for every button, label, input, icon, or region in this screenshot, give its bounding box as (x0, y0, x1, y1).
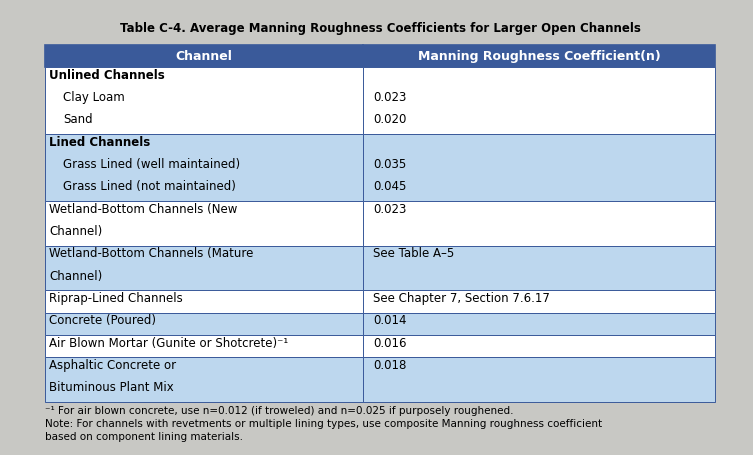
Text: Wetland-Bottom Channels (New: Wetland-Bottom Channels (New (49, 203, 237, 216)
Text: See Table A–5: See Table A–5 (373, 248, 455, 260)
Text: Riprap-Lined Channels: Riprap-Lined Channels (49, 292, 183, 305)
Text: Wetland-Bottom Channels (Mature: Wetland-Bottom Channels (Mature (49, 248, 253, 260)
Text: 0.016: 0.016 (373, 337, 407, 350)
Text: 0.018: 0.018 (373, 359, 407, 372)
Text: based on component lining materials.: based on component lining materials. (45, 432, 243, 442)
Text: Grass Lined (well maintained): Grass Lined (well maintained) (63, 158, 240, 171)
Bar (363, 357, 715, 402)
Bar (363, 45, 715, 67)
Text: Channel: Channel (175, 50, 233, 62)
Text: Concrete (Poured): Concrete (Poured) (49, 314, 156, 328)
Bar (363, 290, 715, 313)
Text: Air Blown Mortar (Gunite or Shotcrete)⁻¹: Air Blown Mortar (Gunite or Shotcrete)⁻¹ (49, 337, 288, 350)
Text: Channel): Channel) (49, 270, 102, 283)
Bar (45, 134, 363, 201)
Text: Table C-4. Average Manning Roughness Coefficients for Larger Open Channels: Table C-4. Average Manning Roughness Coe… (120, 22, 641, 35)
Text: 0.035: 0.035 (373, 158, 407, 171)
Bar (45, 201, 363, 246)
Bar (45, 313, 363, 335)
Text: Lined Channels: Lined Channels (49, 136, 151, 149)
Bar (363, 201, 715, 246)
Text: Asphaltic Concrete or: Asphaltic Concrete or (49, 359, 176, 372)
Bar (45, 67, 363, 134)
Bar (363, 246, 715, 290)
Bar (363, 335, 715, 357)
Text: Note: For channels with revetments or multiple lining types, use composite Manni: Note: For channels with revetments or mu… (45, 419, 602, 429)
Text: ⁻¹ For air blown concrete, use n=0.012 (if troweled) and n=0.025 if purposely ro: ⁻¹ For air blown concrete, use n=0.012 (… (45, 406, 514, 416)
Bar (363, 67, 715, 134)
Bar (45, 45, 363, 67)
Bar (45, 357, 363, 402)
Bar (45, 246, 363, 290)
Text: 0.045: 0.045 (373, 181, 407, 193)
Bar (363, 313, 715, 335)
Bar (45, 290, 363, 313)
Text: Channel): Channel) (49, 225, 102, 238)
Text: Manning Roughness Coefficient(n): Manning Roughness Coefficient(n) (418, 50, 660, 62)
Text: Sand: Sand (63, 113, 93, 126)
Text: 0.023: 0.023 (373, 203, 407, 216)
Bar (45, 335, 363, 357)
Text: 0.014: 0.014 (373, 314, 407, 328)
Text: Clay Loam: Clay Loam (63, 91, 125, 104)
Text: 0.023: 0.023 (373, 91, 407, 104)
Text: See Chapter 7, Section 7.6.17: See Chapter 7, Section 7.6.17 (373, 292, 550, 305)
Text: Grass Lined (not maintained): Grass Lined (not maintained) (63, 181, 236, 193)
Text: Bituminous Plant Mix: Bituminous Plant Mix (49, 381, 174, 394)
Bar (363, 134, 715, 201)
Text: 0.020: 0.020 (373, 113, 407, 126)
Text: Unlined Channels: Unlined Channels (49, 69, 165, 82)
